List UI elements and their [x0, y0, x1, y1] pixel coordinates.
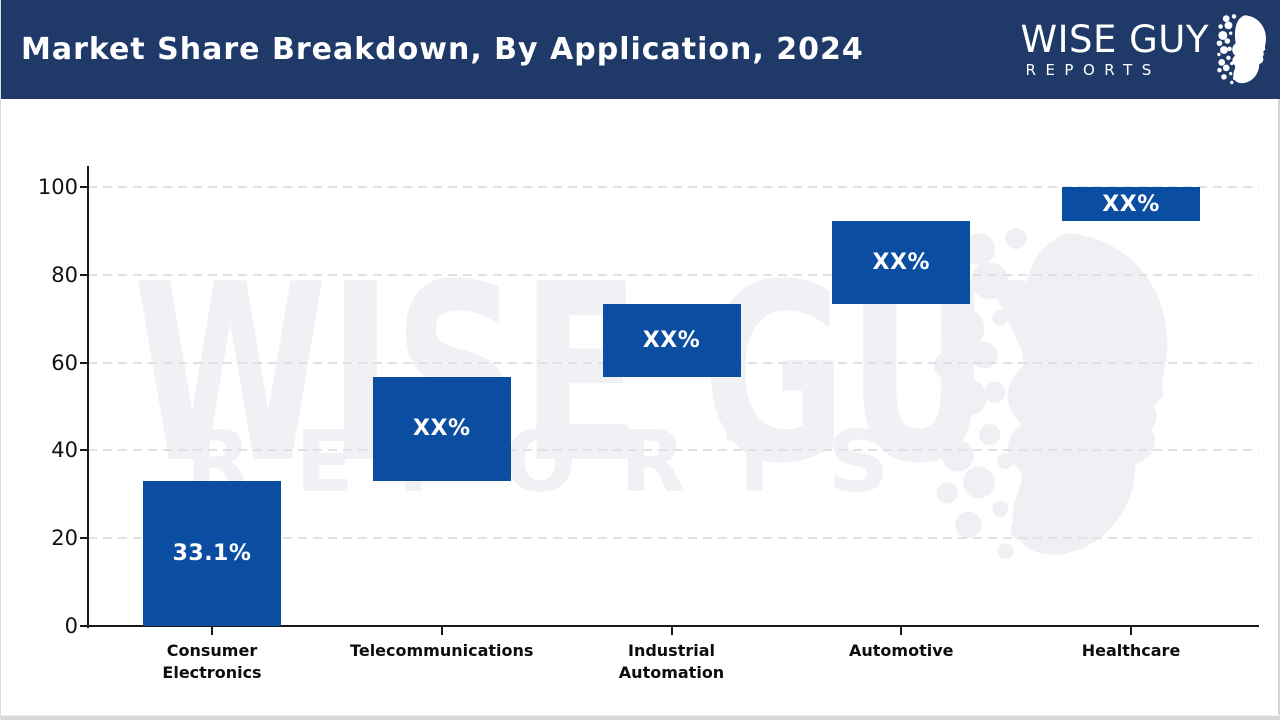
gridline-80: [88, 273, 1259, 276]
bar-value-label: 33.1%: [172, 540, 252, 566]
y-tick-0: [80, 625, 88, 627]
brand-logo: WISE GUY REPORTS: [1021, 6, 1271, 94]
x-tick-label-healthcare: Healthcare: [1081, 641, 1181, 660]
x-tick-industrial-automation: [670, 627, 673, 635]
brand-name: WISE GUY: [1020, 18, 1209, 61]
watermark-subtext: REPORTS: [186, 413, 933, 512]
x-tick-automotive: [900, 627, 903, 635]
y-axis-line: [87, 166, 89, 628]
bar-telecommunications: XX%: [372, 377, 511, 481]
x-tick-healthcare: [1130, 627, 1132, 635]
bar-value-label: XX%: [872, 250, 930, 276]
gridline-40: [88, 449, 1259, 452]
bar-industrial-automation: XX%: [602, 304, 741, 378]
bar-value-label: XX%: [642, 328, 701, 354]
bar-consumer-electronics: 33.1%: [143, 480, 281, 626]
y-tick-80: [80, 273, 88, 276]
y-tick-label-60: 60: [51, 350, 78, 375]
x-tick-telecommunications: [440, 627, 443, 635]
brand-subtitle: REPORTS: [1025, 61, 1161, 79]
bar-healthcare: XX%: [1062, 187, 1200, 222]
x-tick-consumer-electronics: [211, 627, 213, 635]
y-tick-40: [80, 449, 88, 452]
gridline-100: [88, 186, 1259, 188]
y-tick-label-0: 0: [64, 614, 78, 638]
bar-value-label: XX%: [1102, 191, 1160, 217]
y-tick-label-80: 80: [51, 262, 78, 287]
brand-logo-text: WISE GUY REPORTS: [1021, 21, 1209, 79]
y-tick-60: [80, 361, 88, 364]
gridline-20: [88, 537, 1259, 540]
x-axis-line: [87, 625, 1259, 627]
y-tick-label-40: 40: [51, 438, 78, 463]
y-tick-20: [80, 537, 88, 540]
x-tick-label-consumer-electronics: Consumer Electronics: [162, 641, 262, 682]
y-tick-label-20: 20: [51, 526, 78, 551]
x-tick-label-telecommunications: Telecommunications: [350, 641, 534, 660]
y-tick-100: [80, 186, 88, 188]
bar-automotive: XX%: [832, 221, 971, 305]
x-tick-label-industrial-automation: Industrial Automation: [618, 641, 725, 682]
page-title: Market Share Breakdown, By Application, …: [21, 32, 864, 67]
y-tick-label-100: 100: [37, 175, 78, 199]
header: Market Share Breakdown, By Application, …: [1, 0, 1280, 99]
footer-strip: [1, 715, 1280, 720]
x-tick-label-automotive: Automotive: [849, 641, 954, 660]
bar-value-label: XX%: [413, 416, 471, 442]
